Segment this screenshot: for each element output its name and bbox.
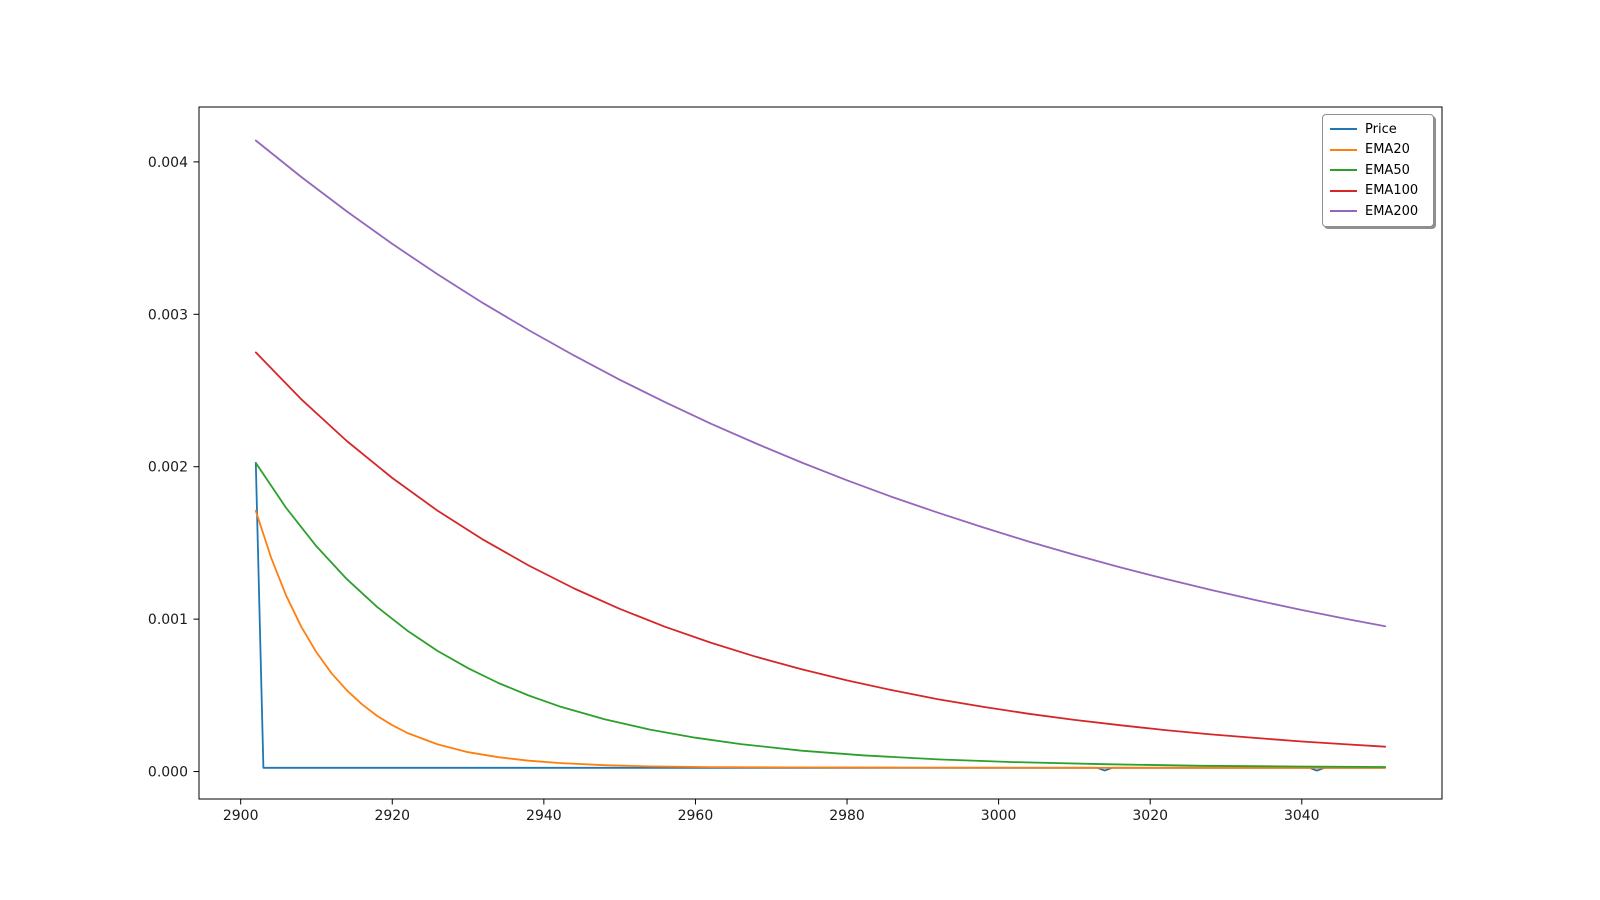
legend: Price EMA20 EMA50 EMA100 EMA200 [1322, 114, 1434, 227]
legend-item-EMA20: EMA20 [1330, 140, 1426, 161]
legend-item-label: EMA50 [1365, 162, 1410, 178]
legend-line-swatch [1330, 210, 1357, 213]
x-tick-label: 3020 [1132, 808, 1168, 824]
x-tick-label: 2960 [678, 808, 714, 824]
y-tick-label: 0.002 [148, 460, 188, 476]
legend-item-label: EMA20 [1365, 142, 1410, 158]
legend-item-Price: Price [1330, 119, 1426, 140]
legend-item-label: EMA100 [1365, 183, 1419, 199]
x-tick-label: 3040 [1284, 808, 1320, 824]
legend-item-label: EMA200 [1365, 203, 1419, 219]
series-line-EMA200 [254, 139, 1387, 628]
x-tick-label: 2920 [374, 808, 410, 824]
legend-item-EMA100: EMA100 [1330, 181, 1426, 202]
y-tick-label: 0.003 [148, 307, 188, 323]
x-tick-label: 2900 [223, 808, 259, 824]
legend-item-EMA50: EMA50 [1330, 160, 1426, 181]
y-tick-label: 0.001 [148, 612, 188, 628]
axes-frame [198, 106, 1443, 800]
series-line-Price [254, 461, 1387, 772]
series-line-EMA20 [254, 509, 1387, 769]
legend-line-swatch [1330, 128, 1357, 131]
legend-line-swatch [1330, 148, 1357, 151]
series-line-EMA50 [254, 461, 1387, 768]
legend-item-EMA200: EMA200 [1330, 201, 1426, 222]
series-line-EMA100 [254, 351, 1387, 748]
x-tick-label: 3000 [981, 808, 1017, 824]
legend-item-label: Price [1365, 121, 1397, 137]
legend-line-swatch [1330, 169, 1357, 172]
legend-line-swatch [1330, 189, 1357, 192]
y-tick-label: 0.004 [148, 155, 188, 171]
x-tick-label: 2980 [829, 808, 865, 824]
x-tick-label: 2940 [526, 808, 562, 824]
y-tick-label: 0.000 [148, 765, 188, 781]
